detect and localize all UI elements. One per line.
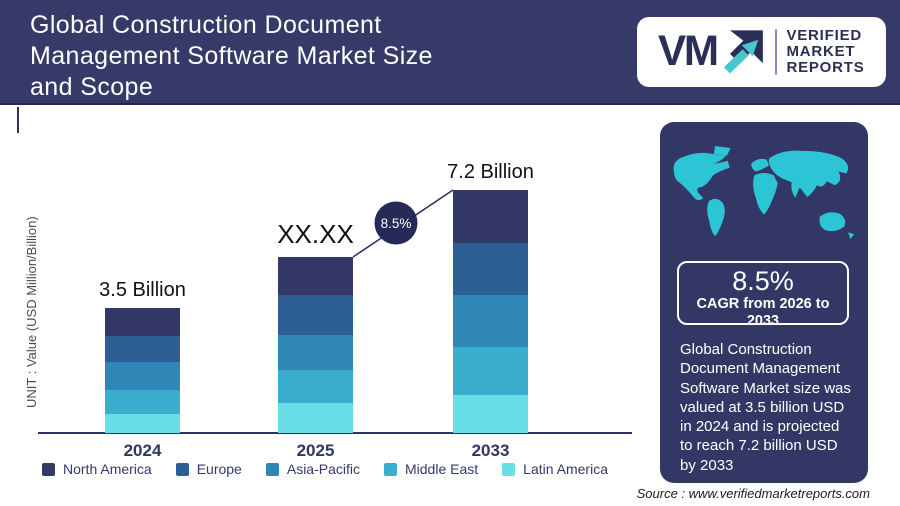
- stacked-bar-2025: [278, 257, 353, 433]
- cagr-value: 8.5%: [732, 266, 794, 296]
- segment-middle-east: [278, 369, 353, 403]
- vmr-logo-mark-icon: VM: [658, 25, 766, 80]
- logo-wordmark: VERIFIED MARKET REPORTS: [786, 28, 864, 76]
- legend-item-asia-pacific: Asia-Pacific: [265, 461, 360, 477]
- segment-asia-pacific: [453, 294, 528, 347]
- y-axis-label: UNIT : Value (USD Million/Billion): [24, 216, 39, 408]
- bar-value-label: XX.XX: [277, 219, 354, 249]
- legend-swatch-icon: [42, 462, 55, 476]
- x-axis-category-2025: 2025: [296, 441, 335, 460]
- stacked-bar-2033: [453, 190, 528, 433]
- cagr-bubble: [374, 201, 418, 245]
- cagr-box: 8.5% CAGR from 2026 to 2033: [677, 261, 849, 329]
- legend-label: Asia-Pacific: [286, 461, 360, 477]
- source-attribution: Source : www.verifiedmarketreports.com: [636, 486, 870, 501]
- logo-word-line-3: REPORTS: [786, 59, 865, 76]
- market-summary-text: Global Construction Document Management …: [680, 341, 851, 474]
- legend-swatch-icon: [265, 462, 279, 476]
- segment-north-america: [453, 190, 528, 243]
- segment-europe: [105, 336, 180, 362]
- legend-label: North America: [63, 461, 152, 477]
- logo-word-line-2: MARKET: [786, 43, 856, 60]
- segment-europe: [278, 295, 353, 335]
- segment-asia-pacific: [278, 334, 353, 370]
- y-axis-tick: [17, 107, 19, 133]
- title-line-3: and Scope: [30, 73, 154, 101]
- logo-divider: [775, 29, 778, 75]
- page-title: Global Construction Document Management …: [30, 10, 433, 103]
- segment-middle-east: [453, 346, 528, 396]
- cagr-caption: CAGR from 2026 to 2033: [696, 296, 830, 329]
- title-line-1: Global Construction Document: [30, 11, 382, 39]
- segment-europe: [453, 242, 528, 295]
- legend-label: Middle East: [405, 461, 479, 477]
- segment-north-america: [105, 308, 180, 336]
- bar-value-label: 7.2 Billion: [447, 161, 534, 183]
- title-line-2: Management Software Market Size: [30, 42, 433, 70]
- x-axis-category-2024: 2024: [123, 441, 162, 460]
- world-map-icon: [673, 146, 855, 240]
- segment-north-america: [278, 257, 353, 296]
- svg-text:VM: VM: [658, 26, 717, 73]
- legend-item-latin-america: Latin America: [502, 461, 608, 477]
- segment-latin-america: [453, 395, 528, 433]
- segment-middle-east: [105, 390, 180, 414]
- legend-label: Latin America: [523, 461, 608, 477]
- legend-swatch-icon: [175, 462, 189, 476]
- logo-word-line-1: VERIFIED: [786, 27, 863, 44]
- stacked-bar-2024: [105, 308, 180, 433]
- cagr-bubble-label: 8.5%: [381, 216, 412, 231]
- x-axis-line: [38, 432, 632, 434]
- legend-item-north-america: North America: [42, 461, 152, 477]
- segment-latin-america: [278, 402, 353, 433]
- legend-swatch-icon: [384, 462, 397, 476]
- chart-legend: North America Europe Asia-Pacific Middle Ea…: [42, 461, 608, 477]
- legend-item-europe: Europe: [175, 461, 242, 477]
- summary-panel: 8.5% CAGR from 2026 to 2033 Global Const…: [660, 122, 868, 483]
- bar-value-label: 3.5 Billion: [99, 279, 186, 301]
- segment-asia-pacific: [105, 362, 180, 390]
- vmr-logo: VM VERIFIED MARKET REPORTS: [637, 17, 886, 87]
- legend-item-middle-east: Middle East: [384, 461, 478, 477]
- x-axis-category-2033: 2033: [471, 441, 510, 460]
- header-band: Global Construction Document Management …: [0, 0, 900, 105]
- segment-latin-america: [105, 414, 180, 433]
- legend-label: Europe: [196, 461, 242, 477]
- legend-swatch-icon: [502, 462, 516, 476]
